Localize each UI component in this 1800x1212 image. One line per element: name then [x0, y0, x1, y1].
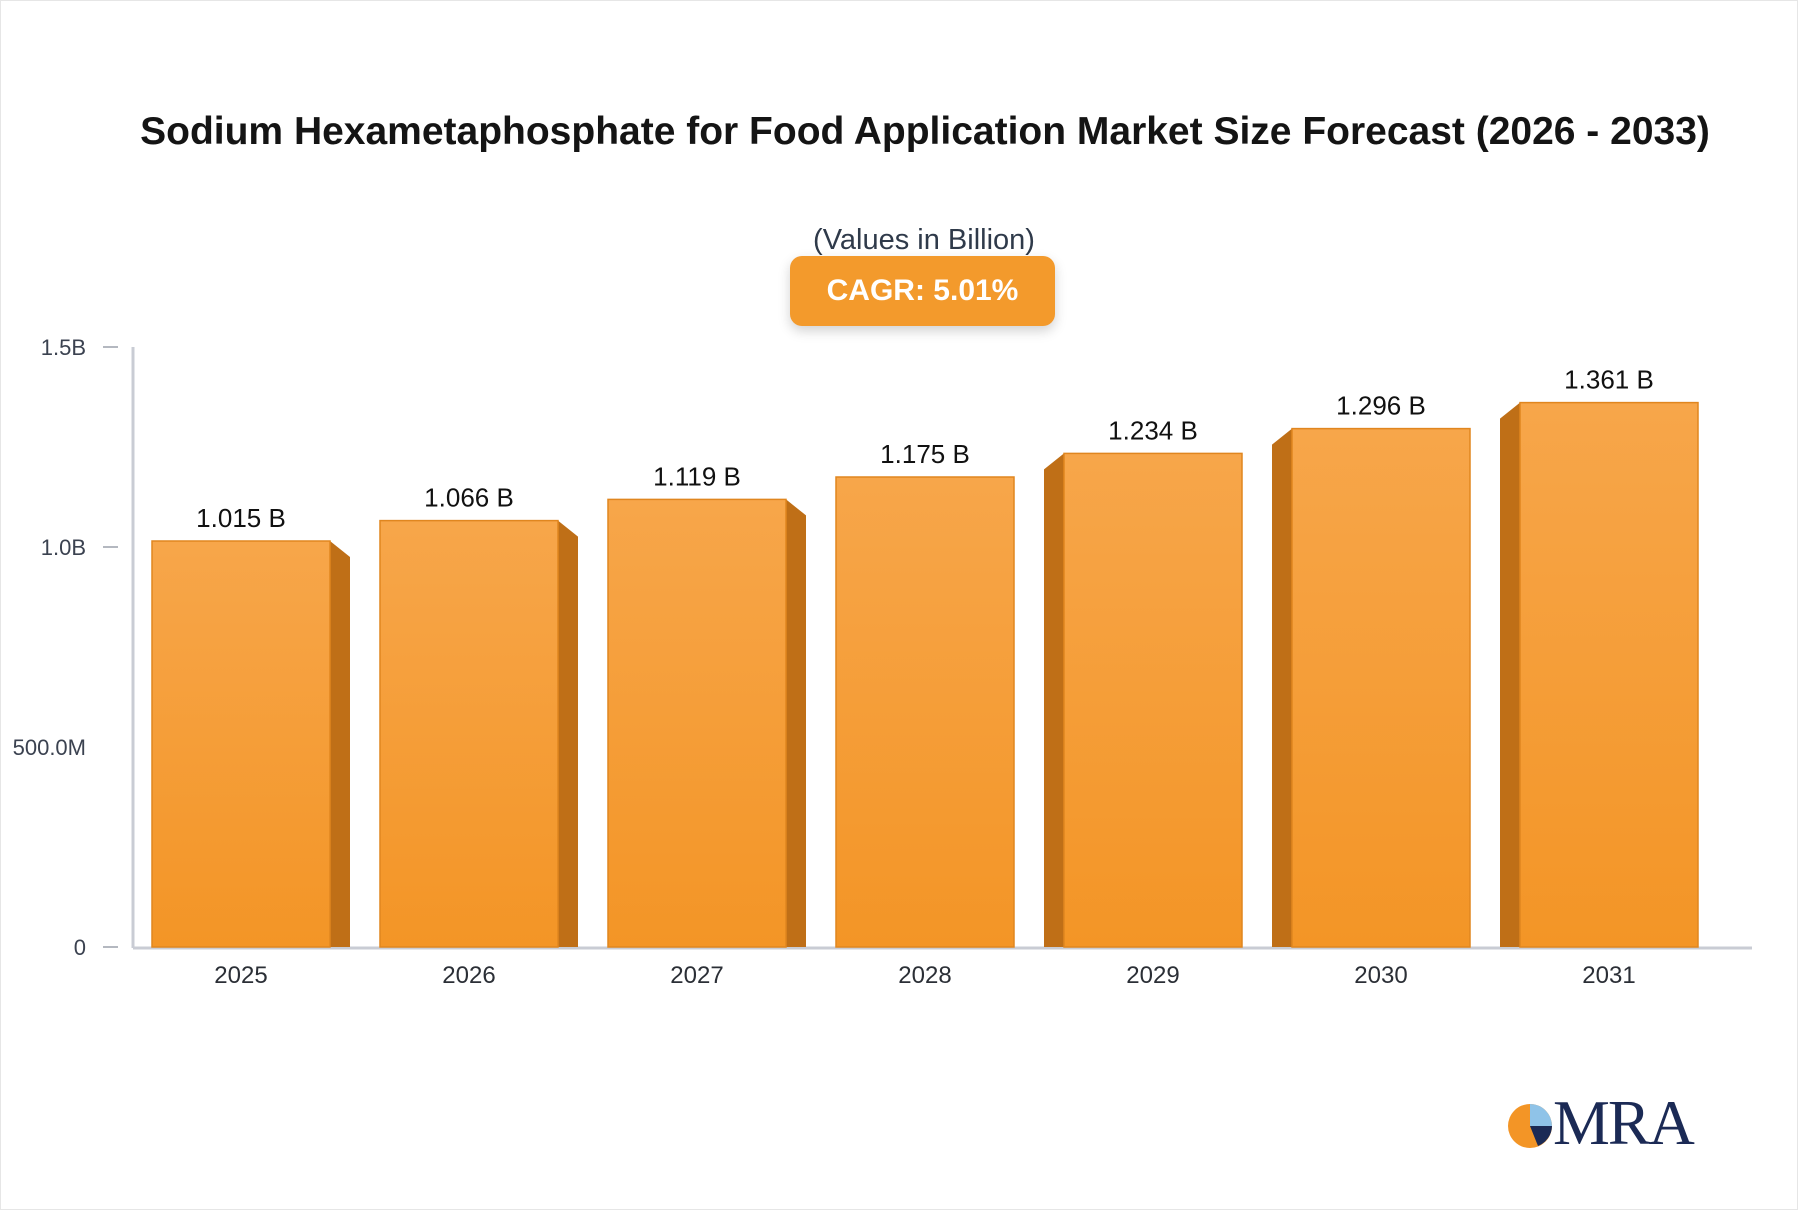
bar-side	[1044, 453, 1064, 947]
bar-side	[1272, 428, 1292, 948]
bar-face	[1519, 401, 1699, 948]
chart-bars	[151, 401, 1699, 948]
bar-2027	[607, 498, 806, 948]
bar-side	[1500, 402, 1520, 948]
bar-2031	[1500, 401, 1699, 948]
x-tick-label: 2028	[898, 962, 951, 989]
logo-text: MRA	[1553, 1087, 1695, 1158]
chart-axes	[103, 346, 1752, 950]
bar-face	[1063, 452, 1243, 948]
y-tick-label: 500.0M	[13, 735, 86, 760]
bar-face	[607, 498, 787, 948]
mra-logo: MRA	[1505, 1087, 1695, 1158]
data-label: 1.296 B	[1336, 391, 1426, 421]
bar-side	[330, 541, 350, 947]
bar-side	[558, 520, 578, 947]
x-tick-label: 2025	[214, 962, 267, 989]
bar-face	[151, 540, 331, 948]
x-tick-label: 2029	[1126, 962, 1179, 989]
bar-2028	[835, 476, 1015, 948]
chart-labels: 0 500.0M 1.0B 1.5B 1.015 B 2025 1.066 B 2026 1.1…	[13, 335, 1654, 989]
y-tick-label: 0	[74, 935, 86, 960]
bar-2026	[379, 519, 578, 948]
x-tick-label: 2026	[442, 962, 495, 989]
data-label: 1.175 B	[880, 439, 970, 469]
bar-side	[786, 499, 806, 947]
y-tick-label: 1.5B	[41, 335, 86, 360]
y-tick-label: 1.0B	[41, 535, 86, 560]
data-label: 1.234 B	[1108, 415, 1198, 445]
cagr-badge: CAGR: 5.01%	[790, 256, 1055, 326]
data-label: 1.066 B	[424, 483, 514, 513]
bar-2030	[1272, 427, 1471, 948]
bar-face	[835, 476, 1015, 948]
data-label: 1.119 B	[653, 461, 741, 491]
bar-2025	[151, 540, 350, 948]
chart-subtitle: (Values in Billion)	[813, 224, 1035, 256]
data-label: 1.361 B	[1564, 365, 1654, 395]
data-label: 1.015 B	[196, 503, 286, 533]
x-tick-label: 2027	[670, 962, 723, 989]
chart-title: Sodium Hexametaphosphate for Food Applic…	[140, 110, 1710, 153]
bar-face	[1291, 427, 1471, 948]
bar-2029	[1044, 452, 1243, 948]
pie-logo-icon	[1508, 1104, 1552, 1148]
x-tick-label: 2031	[1582, 962, 1635, 989]
x-tick-label: 2030	[1354, 962, 1407, 989]
bar-face	[379, 519, 559, 948]
